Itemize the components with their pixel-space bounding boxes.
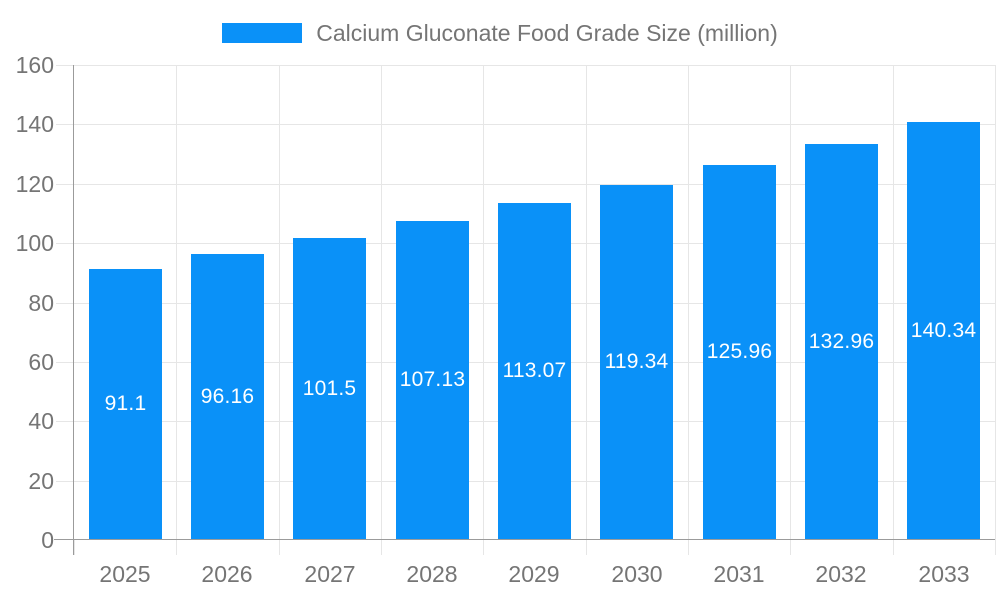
y-axis-tick xyxy=(56,421,74,422)
legend[interactable]: Calcium Gluconate Food Grade Size (milli… xyxy=(0,18,1000,48)
x-axis-tick xyxy=(995,540,996,555)
y-axis-tick xyxy=(56,362,74,363)
x-axis-tick xyxy=(74,540,75,555)
y-axis-label: 60 xyxy=(28,349,54,375)
y-gridline xyxy=(74,65,995,66)
y-axis-label: 80 xyxy=(28,290,54,316)
x-axis-label: 2026 xyxy=(201,561,253,587)
y-axis-label: 20 xyxy=(28,468,54,494)
bar-value-label: 96.16 xyxy=(200,384,255,408)
x-axis-line xyxy=(54,539,995,540)
y-gridline xyxy=(74,124,995,125)
bar: 96.16 xyxy=(191,254,264,539)
x-axis-tick xyxy=(790,540,791,555)
x-axis-label: 2029 xyxy=(508,561,560,587)
y-axis-label: 120 xyxy=(15,171,54,197)
x-axis-label: 2030 xyxy=(611,561,663,587)
x-gridline xyxy=(279,65,280,540)
y-axis-tick xyxy=(56,243,74,244)
y-axis-label: 0 xyxy=(41,527,54,553)
x-gridline xyxy=(483,65,484,540)
y-axis-label: 160 xyxy=(15,52,54,78)
x-axis-label: 2031 xyxy=(713,561,765,587)
bar-value-label: 91.1 xyxy=(104,392,147,415)
x-gridline xyxy=(688,65,689,540)
bar: 132.96 xyxy=(805,144,878,539)
bar-value-label: 101.5 xyxy=(302,376,357,400)
x-axis-tick xyxy=(483,540,484,555)
y-gridline xyxy=(74,184,995,185)
bar-value-label: 140.34 xyxy=(910,318,977,342)
x-axis-tick xyxy=(176,540,177,555)
legend-label: Calcium Gluconate Food Grade Size (milli… xyxy=(316,20,778,46)
x-gridline xyxy=(586,65,587,540)
x-gridline xyxy=(995,65,996,540)
x-gridline xyxy=(790,65,791,540)
x-axis-label: 2028 xyxy=(406,561,458,587)
bar: 101.5 xyxy=(293,238,366,539)
bar: 119.34 xyxy=(600,185,673,539)
x-gridline xyxy=(381,65,382,540)
legend-swatch xyxy=(222,23,303,43)
x-gridline xyxy=(893,65,894,540)
x-axis-tick xyxy=(688,540,689,555)
x-gridline xyxy=(176,65,177,540)
y-axis-tick xyxy=(56,184,74,185)
y-axis-label: 40 xyxy=(28,408,54,434)
x-axis-label: 2032 xyxy=(815,561,867,587)
y-axis-label: 140 xyxy=(15,111,54,137)
x-axis-tick xyxy=(279,540,280,555)
bar: 107.13 xyxy=(396,221,469,539)
bar-value-label: 125.96 xyxy=(706,340,773,363)
y-axis-label: 100 xyxy=(15,230,54,256)
bar: 140.34 xyxy=(907,122,980,539)
x-axis-tick xyxy=(893,540,894,555)
y-axis-tick xyxy=(56,65,74,66)
bar: 113.07 xyxy=(498,203,571,539)
y-axis-line xyxy=(73,65,74,555)
y-axis-tick xyxy=(56,124,74,125)
x-axis-label: 2033 xyxy=(918,561,970,587)
bar-value-label: 119.34 xyxy=(604,350,669,373)
x-axis-label: 2027 xyxy=(304,561,356,587)
bar-value-label: 107.13 xyxy=(399,368,466,391)
x-axis-label: 2025 xyxy=(99,561,151,587)
x-axis-tick xyxy=(586,540,587,555)
bar-value-label: 132.96 xyxy=(808,329,875,353)
bar-value-label: 113.07 xyxy=(502,359,567,382)
bar: 91.1 xyxy=(89,269,162,539)
x-axis-tick xyxy=(381,540,382,555)
y-axis-tick xyxy=(56,481,74,482)
y-axis-tick xyxy=(56,303,74,304)
bar: 125.96 xyxy=(703,165,776,539)
